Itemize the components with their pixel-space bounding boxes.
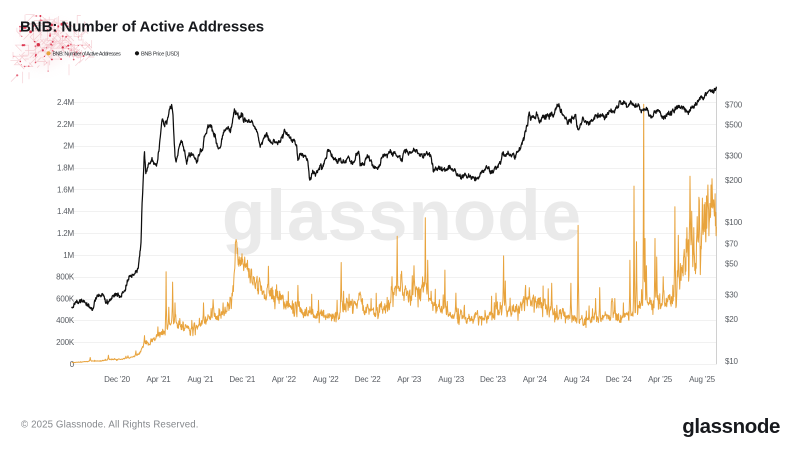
- svg-text:$70: $70: [725, 239, 738, 248]
- svg-text:2.2M: 2.2M: [57, 120, 75, 129]
- svg-text:1.8M: 1.8M: [57, 163, 75, 172]
- svg-text:glassnode: glassnode: [682, 415, 780, 438]
- svg-text:2.4M: 2.4M: [57, 98, 75, 107]
- svg-text:Apr ’22: Apr ’22: [272, 375, 297, 384]
- svg-text:Aug ’21: Aug ’21: [188, 375, 214, 384]
- svg-text:1.4M: 1.4M: [57, 207, 75, 216]
- svg-text:Aug ’24: Aug ’24: [564, 375, 590, 384]
- svg-text:$50: $50: [725, 260, 738, 269]
- svg-text:1M: 1M: [63, 251, 74, 260]
- svg-text:BNB: Number of Active Addresse: BNB: Number of Active Addresses: [53, 52, 122, 58]
- svg-text:Dec ’20: Dec ’20: [104, 375, 130, 384]
- svg-text:2M: 2M: [63, 142, 74, 151]
- svg-text:Aug ’23: Aug ’23: [438, 375, 464, 384]
- svg-text:© 2025 Glassnode. All Rights R: © 2025 Glassnode. All Rights Reserved.: [21, 420, 199, 431]
- svg-text:glassnode: glassnode: [222, 177, 582, 256]
- svg-text:Aug ’22: Aug ’22: [313, 375, 339, 384]
- svg-text:$20: $20: [725, 315, 738, 324]
- svg-text:$500: $500: [725, 121, 743, 130]
- svg-text:Apr ’24: Apr ’24: [523, 375, 548, 384]
- svg-text:$700: $700: [725, 100, 743, 109]
- svg-text:Apr ’25: Apr ’25: [648, 375, 673, 384]
- svg-text:Apr ’23: Apr ’23: [397, 375, 422, 384]
- svg-text:Dec ’22: Dec ’22: [355, 375, 381, 384]
- svg-text:200K: 200K: [56, 338, 75, 347]
- svg-text:800K: 800K: [56, 273, 75, 282]
- svg-text:BNB Price [USD]: BNB Price [USD]: [141, 52, 180, 58]
- svg-text:BNB: Number of Active Addresse: BNB: Number of Active Addresses: [20, 19, 264, 36]
- svg-text:Dec ’24: Dec ’24: [606, 375, 632, 384]
- svg-text:$100: $100: [725, 218, 743, 227]
- svg-text:Apr ’21: Apr ’21: [147, 375, 172, 384]
- svg-text:600K: 600K: [56, 294, 75, 303]
- svg-text:1.6M: 1.6M: [57, 185, 75, 194]
- svg-text:Aug ’25: Aug ’25: [689, 375, 715, 384]
- svg-text:$30: $30: [725, 291, 738, 300]
- svg-text:$10: $10: [725, 357, 738, 366]
- svg-text:$300: $300: [725, 152, 743, 161]
- svg-text:Dec ’23: Dec ’23: [480, 375, 506, 384]
- svg-text:$200: $200: [725, 176, 743, 185]
- svg-text:Dec ’21: Dec ’21: [229, 375, 255, 384]
- svg-text:400K: 400K: [56, 316, 75, 325]
- svg-text:1.2M: 1.2M: [57, 229, 75, 238]
- svg-text:0: 0: [70, 360, 75, 369]
